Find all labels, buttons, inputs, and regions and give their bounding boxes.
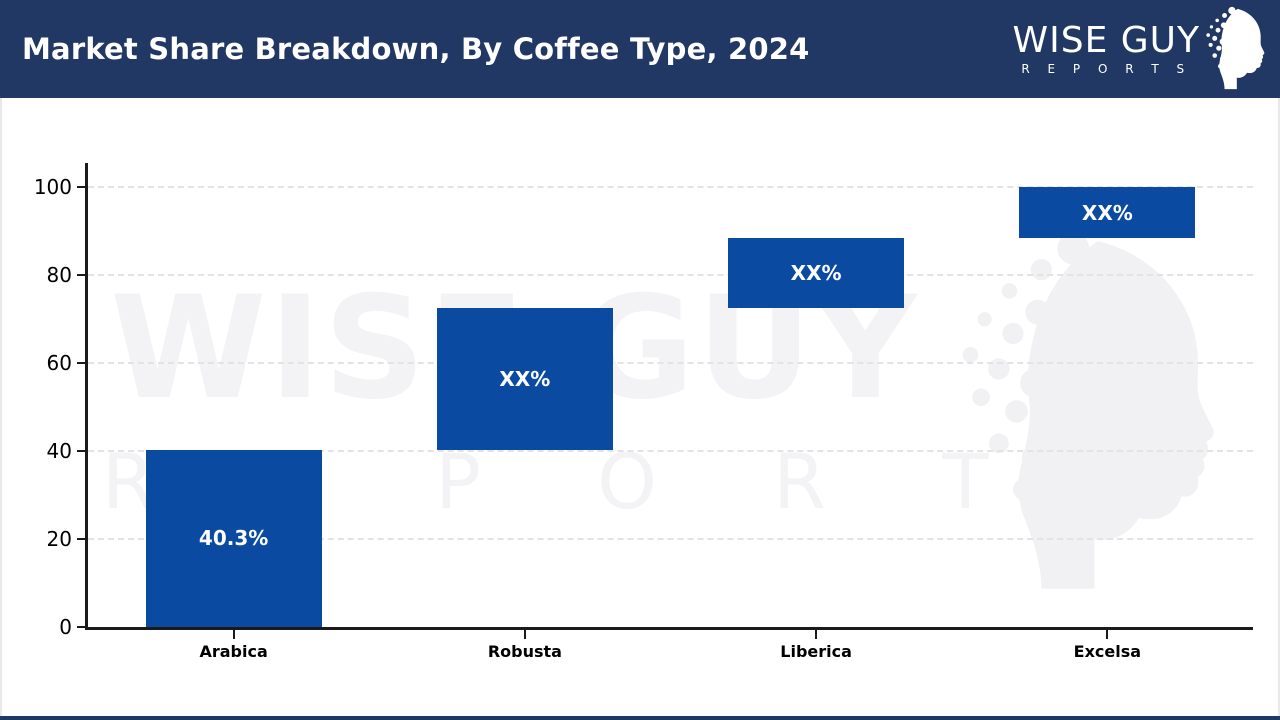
x-tick [523,630,526,639]
bar-value-label-arabica: 40.3% [198,526,269,551]
header: Market Share Breakdown, By Coffee Type, … [0,0,1280,98]
logo-subtitle: R E P O R T S [1021,62,1192,76]
footer-bar [0,716,1280,720]
x-tick [1106,630,1109,639]
y-tick-label: 100 [33,175,72,199]
y-gridline [88,450,1253,452]
bar-liberica [728,238,905,308]
y-gridline [88,274,1253,276]
y-gridline [88,538,1253,540]
x-tick [815,630,818,639]
y-tick [77,186,88,188]
x-axis-label-excelsa: Excelsa [1073,642,1142,661]
page-title: Market Share Breakdown, By Coffee Type, … [22,32,810,66]
bar-robusta [436,308,613,450]
x-axis-label-arabica: Arabica [199,642,268,661]
y-gridline [88,186,1253,188]
y-tick [77,538,88,540]
y-tick [77,274,88,276]
x-axis-label-robusta: Robusta [487,642,562,661]
y-tick [77,362,88,364]
y-tick [77,450,88,452]
y-tick-label: 0 [59,615,72,639]
y-tick-label: 40 [46,439,72,463]
bar-excelsa [1019,187,1196,239]
wiseguy-logo: WISE GUY R E P O R T S [1013,4,1271,94]
logo-dotted-head-profile-icon [1206,6,1265,90]
x-axis-line [85,627,1253,630]
y-tick-label: 20 [46,527,72,551]
x-axis-label-liberica: Liberica [780,642,852,661]
bar-arabica [145,449,322,627]
x-tick [232,630,235,639]
logo-text: WISE GUY R E P O R T S [1012,20,1201,77]
y-tick [77,626,88,628]
right-edge-border [1278,98,1280,717]
y-tick-label: 80 [46,263,72,287]
bar-value-label-robusta: XX% [499,366,551,391]
logo-wordmark: WISE GUY [1012,20,1200,61]
bar-value-label-liberica: XX% [790,261,842,286]
y-axis-line [85,163,88,630]
y-tick-label: 60 [46,351,72,375]
bar-value-label-excelsa: XX% [1081,200,1133,225]
left-edge-border [0,98,2,717]
y-gridline [88,362,1253,364]
